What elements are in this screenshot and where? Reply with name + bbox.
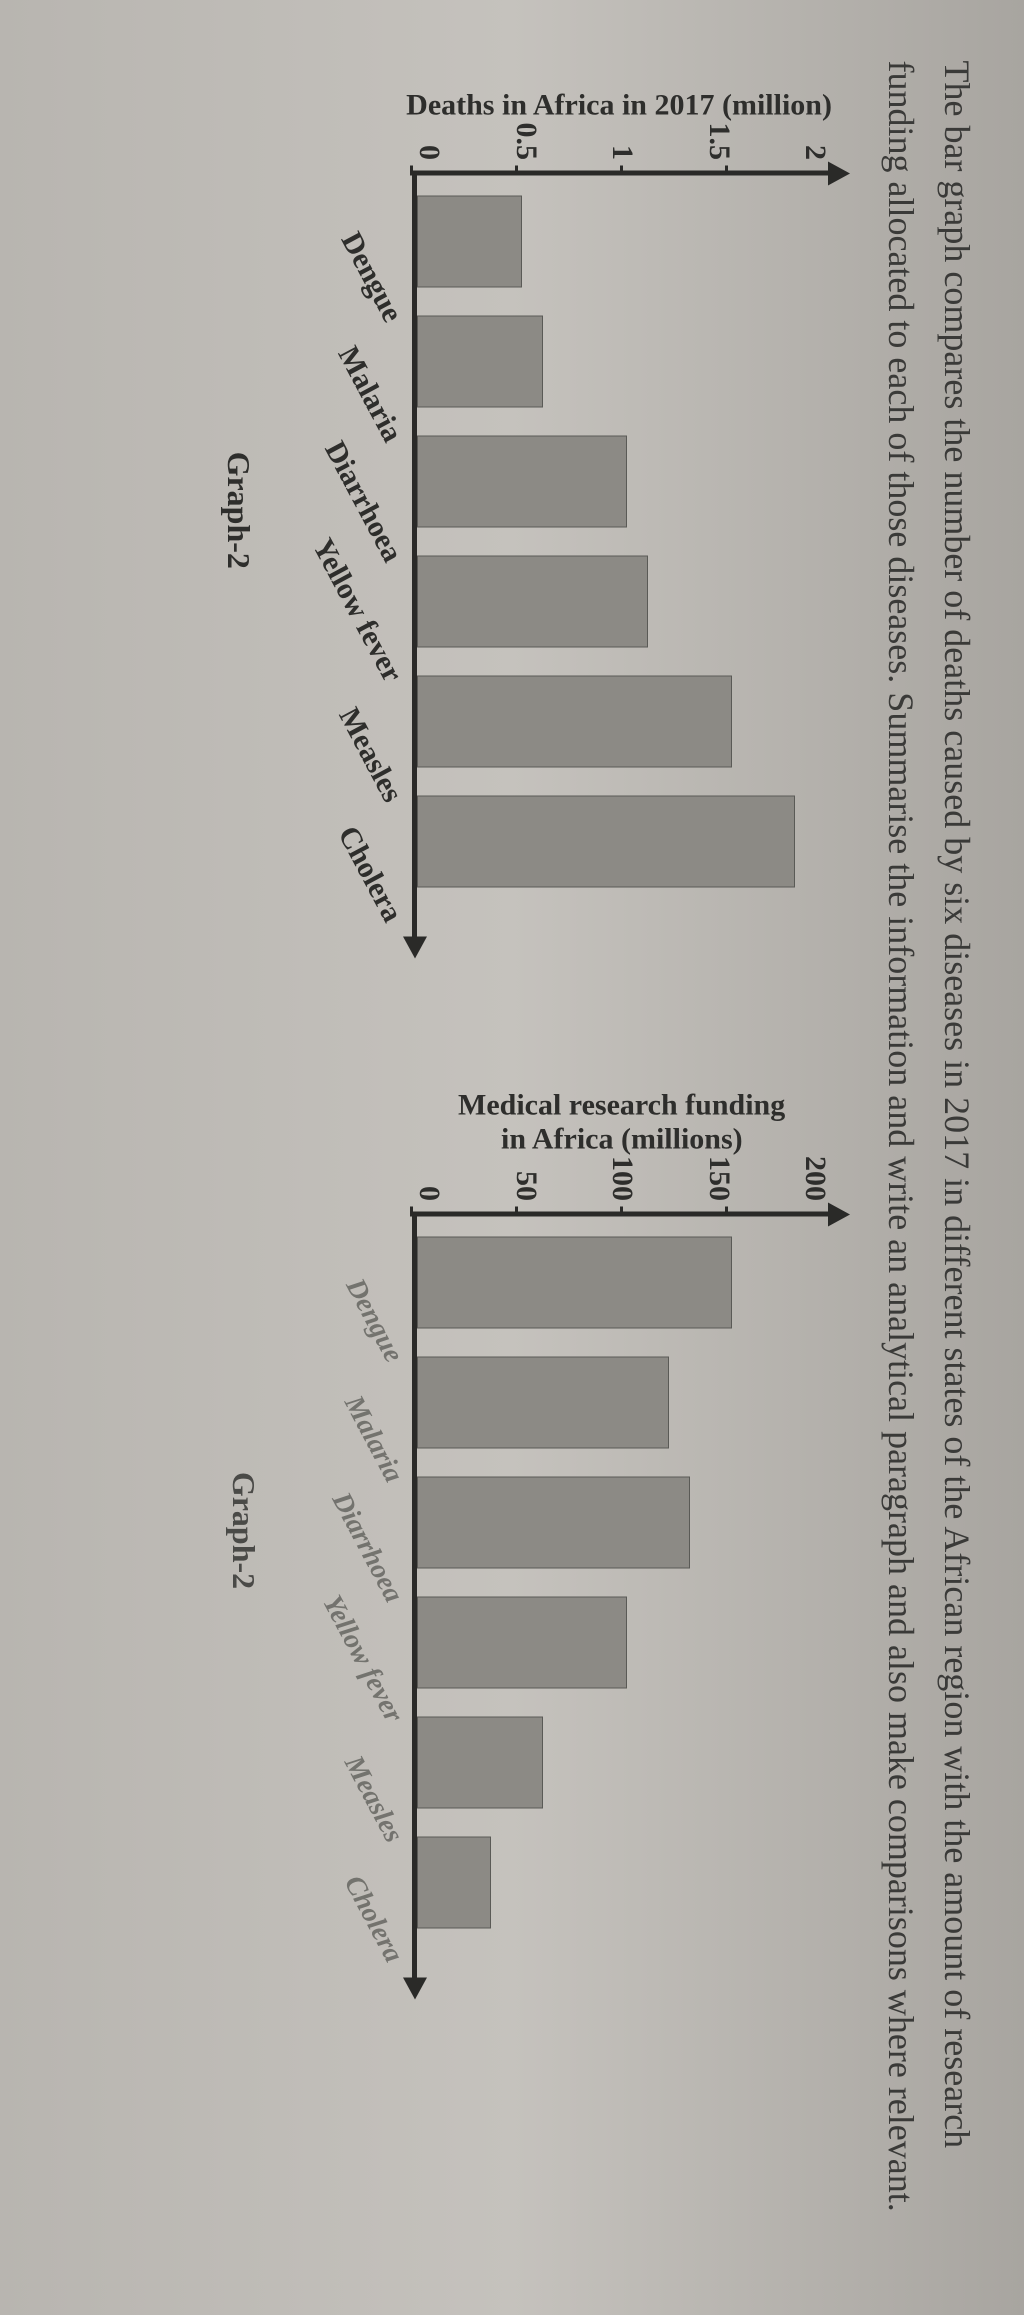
charts-row: Deaths in Africa in 2017 (million) 2 1.5 1… <box>220 60 833 2255</box>
y-ticks-right: 200 150 100 50 0 <box>412 1156 832 1211</box>
y-tick-label: 1 <box>605 145 639 160</box>
y-tick-label: 0.5 <box>509 122 543 160</box>
y-axis-label-right-line2: in Africa (millions) <box>502 1122 744 1155</box>
page-rotated-container: The bar graph compares the number of dea… <box>0 0 1024 2315</box>
bar <box>417 1716 543 1808</box>
y-tick-label: 50 <box>509 1171 543 1201</box>
y-tick-label: 150 <box>702 1156 736 1201</box>
x-label: Cholera <box>325 809 411 931</box>
chart-funding: Medical research funding in Africa (mill… <box>225 1080 832 1981</box>
y-tick-mark <box>410 165 413 175</box>
y-tick-mark <box>515 165 518 175</box>
x-label: Yellow fever <box>327 1610 412 1731</box>
bar <box>417 315 543 407</box>
chart-deaths: Deaths in Africa in 2017 (million) 2 1.5 1… <box>220 80 833 940</box>
x-label: Malaria <box>325 329 411 451</box>
x-label: Cholera <box>327 1850 412 1971</box>
y-axis-label-right: Medical research funding in Africa (mill… <box>412 1080 832 1156</box>
y-tick-mark <box>620 1206 623 1216</box>
bars-right <box>417 1216 832 1956</box>
bar <box>417 795 795 887</box>
x-label: Measles <box>325 689 411 811</box>
y-tick-mark <box>830 1206 833 1216</box>
x-labels-right: DengueMalariaDiarrhoeaYellow feverMeasle… <box>379 1216 417 1956</box>
chart-caption-right: Graph-2 <box>225 1471 262 1588</box>
x-label: Yellow fever <box>325 569 411 691</box>
bar <box>417 1236 732 1328</box>
x-label: Measles <box>327 1730 412 1851</box>
y-tick-label: 1.5 <box>702 122 736 160</box>
chart-area-right: Medical research funding in Africa (mill… <box>412 1080 832 1981</box>
arrow-right-icon <box>403 1977 427 1999</box>
bar <box>417 1476 690 1568</box>
x-labels-left: DengueMalariaDiarrhoeaYellow feverMeasle… <box>377 175 417 915</box>
y-tick-label: 200 <box>798 1156 832 1201</box>
bar <box>417 1596 627 1688</box>
y-axis-label-left: Deaths in Africa in 2017 (million) <box>407 80 833 122</box>
y-ticks-left: 2 1.5 1 0.5 0 <box>412 122 832 170</box>
bar <box>417 555 648 647</box>
chart-area-left: Deaths in Africa in 2017 (million) 2 1.5 1… <box>407 80 833 940</box>
y-tick-label: 0 <box>412 1186 446 1201</box>
y-tick-mark <box>515 1206 518 1216</box>
y-axis-label-right-line1: Medical research funding <box>459 1088 786 1121</box>
arrow-right-icon <box>403 936 427 958</box>
plot-left: DengueMalariaDiarrhoeaYellow feverMeasle… <box>412 170 832 940</box>
bars-left <box>417 175 832 915</box>
y-tick-mark <box>725 165 728 175</box>
y-tick-mark <box>725 1206 728 1216</box>
bar <box>417 675 732 767</box>
bar <box>417 435 627 527</box>
chart-caption-left: Graph-2 <box>220 451 257 568</box>
y-tick-mark <box>410 1206 413 1216</box>
bar <box>417 1356 669 1448</box>
y-tick-mark <box>830 165 833 175</box>
x-label: Dengue <box>327 1250 412 1371</box>
y-tick-mark <box>620 165 623 175</box>
task-prompt-paragraph: The bar graph compares the number of dea… <box>872 60 984 2255</box>
y-tick-label: 0 <box>412 145 446 160</box>
plot-right: DengueMalariaDiarrhoeaYellow feverMeasle… <box>412 1211 832 1981</box>
x-label: Dengue <box>325 209 411 331</box>
bar <box>417 1836 491 1928</box>
y-tick-label: 2 <box>798 145 832 160</box>
bar <box>417 195 522 287</box>
x-label: Malaria <box>327 1370 412 1491</box>
y-tick-label: 100 <box>605 1156 639 1201</box>
